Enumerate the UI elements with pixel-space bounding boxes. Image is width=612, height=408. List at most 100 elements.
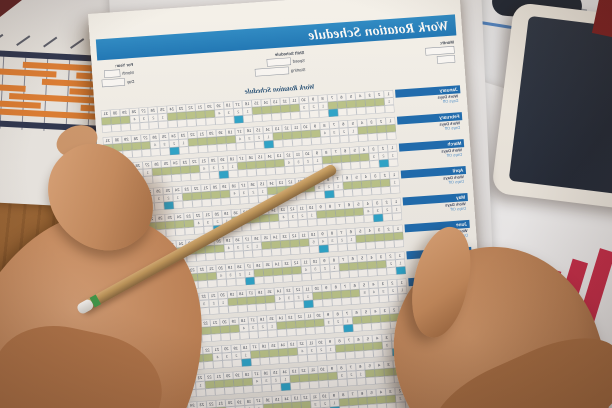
marker-cell: [363, 349, 374, 359]
gantt-tick: [0, 33, 4, 45]
marker-cell: [250, 357, 261, 366]
marker-cell: [348, 134, 359, 143]
marker-cell: [345, 215, 355, 225]
marker-cell: [280, 247, 291, 256]
marker-cell: [214, 116, 225, 125]
marker-cell: [362, 187, 372, 196]
marker-cell: [254, 141, 265, 150]
marker-cell: [305, 326, 316, 336]
marker-cell: [263, 275, 274, 284]
marker-cell: [245, 141, 256, 150]
marker-cell: [171, 173, 182, 183]
marker-cell: [175, 227, 186, 236]
marker-cell: [262, 384, 272, 393]
marker-cell: [280, 382, 291, 391]
marker-cell: [365, 376, 376, 385]
marker-cell: [262, 113, 273, 122]
marker-cell: [314, 326, 325, 335]
gantt-bar: [0, 99, 41, 109]
shift-cell: [263, 403, 274, 408]
marker-cell: [380, 186, 391, 195]
marker-cell: [395, 401, 406, 408]
gantt-bar: [0, 83, 26, 92]
marker-cell: [158, 120, 169, 129]
marker-cell: [341, 162, 352, 171]
marker-cell: [377, 132, 388, 141]
form-group-year: For Year: Month Day: [101, 62, 136, 95]
marker-cell: [292, 138, 303, 147]
marker-cell: [326, 352, 337, 361]
marker-cell: [365, 106, 376, 115]
marker-cell: [363, 214, 374, 223]
marker-cell: [382, 213, 393, 222]
marker-cell: [252, 114, 263, 123]
marker-cell: [377, 403, 388, 408]
marker-cell: [331, 298, 342, 307]
marker-cell: [167, 120, 178, 129]
starting-box: [254, 66, 290, 77]
marker-cell: [150, 148, 161, 157]
marker-cell: [280, 112, 291, 121]
marker-cell: [343, 324, 354, 333]
marker-cell: [295, 327, 306, 336]
marker-cell: [324, 190, 335, 199]
marker-cell: [303, 300, 314, 309]
marker-cell: [335, 216, 346, 225]
marker-cell: [271, 112, 282, 121]
marker-cell: [201, 198, 212, 208]
marker-cell: [328, 244, 339, 253]
marker-cell: [365, 241, 376, 250]
marker-cell: [184, 227, 195, 236]
marker-cell: [260, 221, 271, 230]
marker-cell: [131, 149, 142, 158]
tablet-screen: [508, 15, 612, 203]
marker-cell: [216, 143, 227, 152]
month-box: [425, 46, 455, 56]
marker-cell: [271, 383, 282, 392]
marker-cell: [177, 119, 188, 128]
marker-cell: [192, 199, 203, 208]
marker-cell: [326, 217, 337, 226]
marker-cell: [162, 174, 173, 183]
marker-cell: [220, 332, 231, 342]
marker-cell: [337, 108, 348, 117]
marker-cell: [111, 123, 122, 133]
shift-cell: [301, 400, 312, 408]
marker-cell: [179, 146, 190, 155]
marker-cell: [373, 213, 384, 223]
marker-cell: [318, 380, 329, 389]
marker-cell: [341, 297, 352, 306]
marker-cell: [265, 302, 276, 311]
marker-cell: [369, 295, 380, 304]
marker-cell: [362, 322, 372, 332]
marker-cell: [275, 166, 286, 175]
marker-cell: [339, 270, 350, 279]
marker-cell: [233, 386, 244, 395]
marker-cell: [290, 382, 301, 391]
marker-cell: [269, 221, 280, 230]
marker-cell: [224, 116, 235, 125]
marker-cell: [239, 331, 250, 340]
marker-cell: [180, 173, 191, 182]
marker-cell: [388, 294, 399, 303]
marker-cell: [346, 242, 357, 251]
marker-cell: [196, 253, 206, 262]
marker-cell: [141, 148, 152, 158]
marker-cell: [356, 242, 367, 251]
marker-cell: [356, 106, 367, 115]
marker-cell: [392, 212, 403, 221]
marker-cell: [235, 277, 246, 286]
marker-cell: [130, 122, 140, 131]
marker-cell: [267, 329, 278, 338]
marker-cell: [384, 240, 395, 249]
marker-cell: [297, 354, 308, 363]
marker-cell: [292, 273, 303, 282]
marker-cell: [378, 294, 389, 303]
shift-cell: 1: [253, 404, 264, 408]
marker-cell: [318, 244, 329, 253]
gantt-tick: [43, 36, 58, 48]
marker-cell: [214, 387, 225, 396]
marker-cell: [316, 353, 327, 362]
marker-cell: [271, 248, 282, 257]
gantt-tick: [70, 38, 85, 49]
